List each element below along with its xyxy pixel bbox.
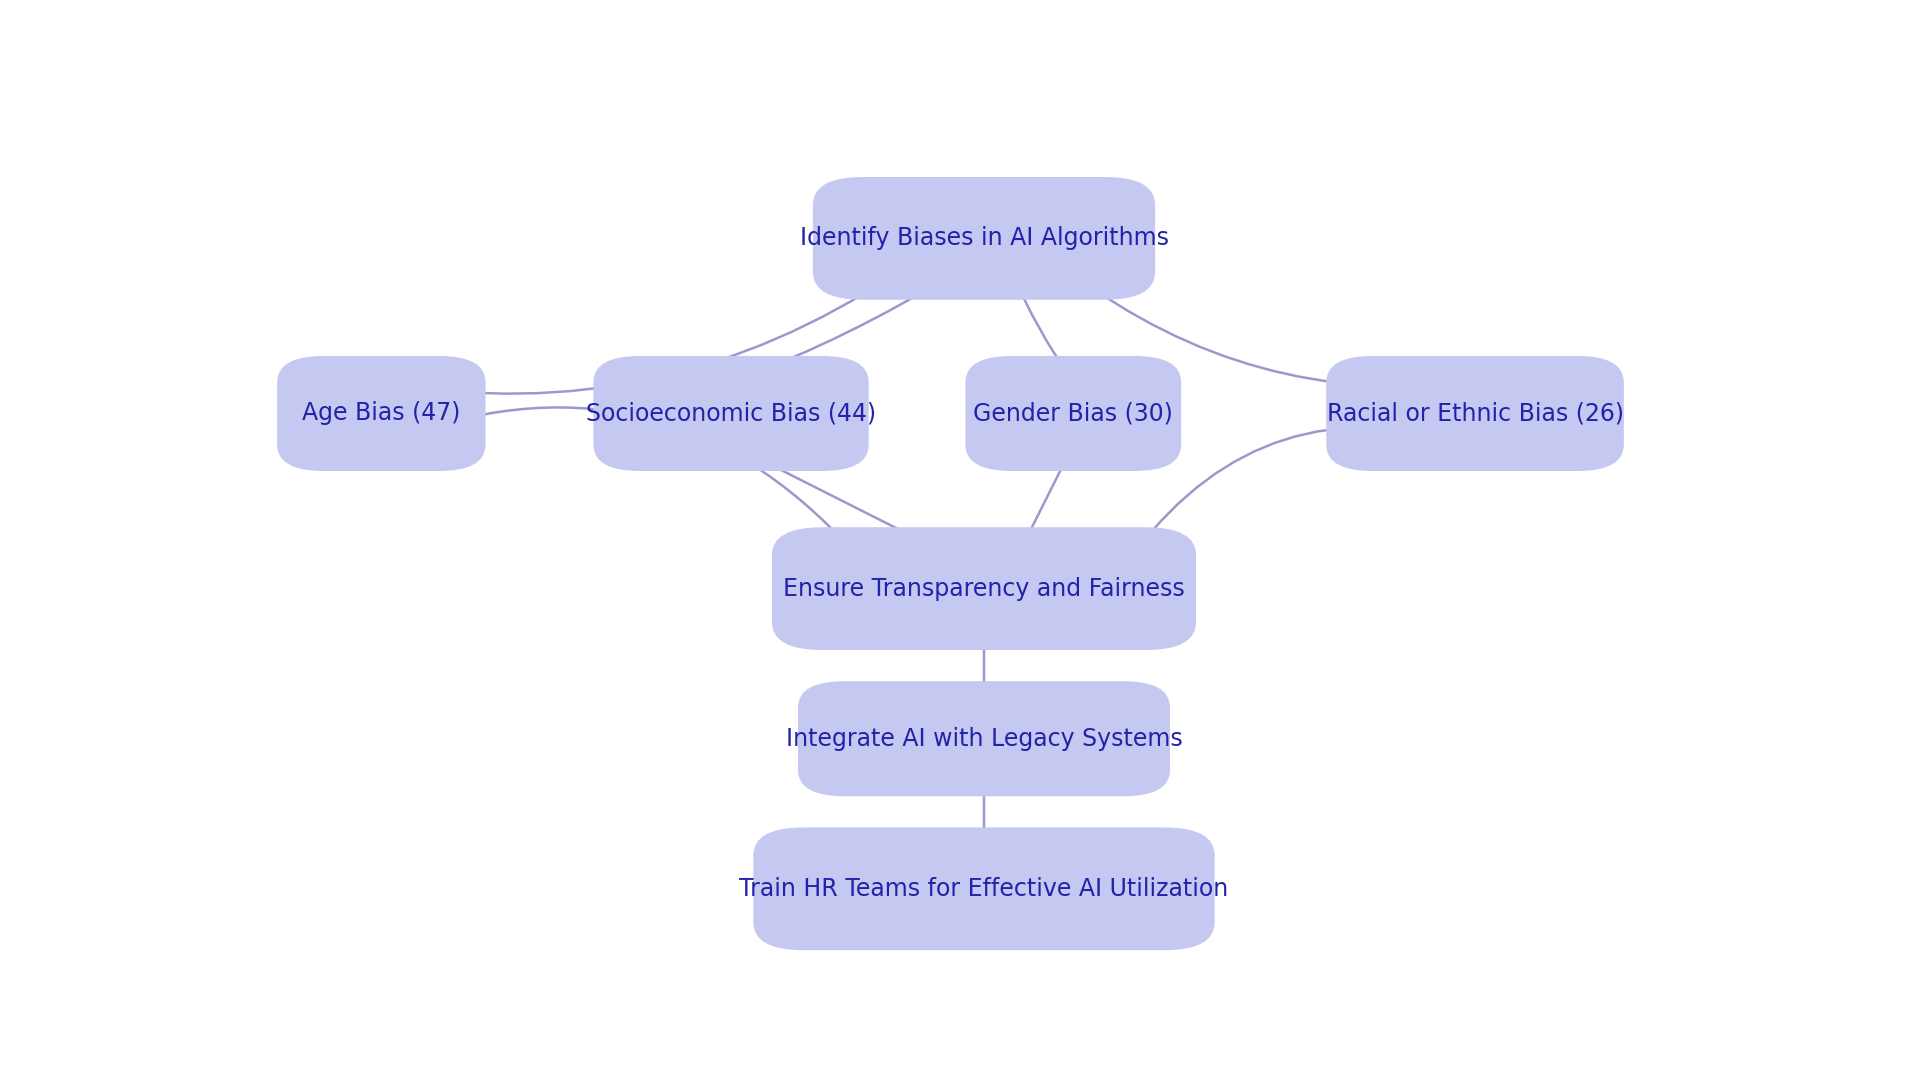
FancyBboxPatch shape — [966, 356, 1181, 471]
FancyBboxPatch shape — [799, 681, 1169, 796]
FancyBboxPatch shape — [276, 356, 486, 471]
Text: Integrate AI with Legacy Systems: Integrate AI with Legacy Systems — [785, 727, 1183, 751]
FancyBboxPatch shape — [593, 356, 868, 471]
Text: Gender Bias (30): Gender Bias (30) — [973, 402, 1173, 426]
FancyBboxPatch shape — [753, 827, 1215, 950]
FancyBboxPatch shape — [772, 527, 1196, 650]
Text: Socioeconomic Bias (44): Socioeconomic Bias (44) — [586, 402, 876, 426]
FancyBboxPatch shape — [1327, 356, 1624, 471]
Text: Identify Biases in AI Algorithms: Identify Biases in AI Algorithms — [799, 226, 1169, 250]
FancyBboxPatch shape — [812, 177, 1156, 300]
Text: Racial or Ethnic Bias (26): Racial or Ethnic Bias (26) — [1327, 402, 1624, 426]
Text: Ensure Transparency and Fairness: Ensure Transparency and Fairness — [783, 576, 1185, 601]
Text: Age Bias (47): Age Bias (47) — [301, 402, 461, 426]
Text: Train HR Teams for Effective AI Utilization: Train HR Teams for Effective AI Utilizat… — [739, 877, 1229, 901]
